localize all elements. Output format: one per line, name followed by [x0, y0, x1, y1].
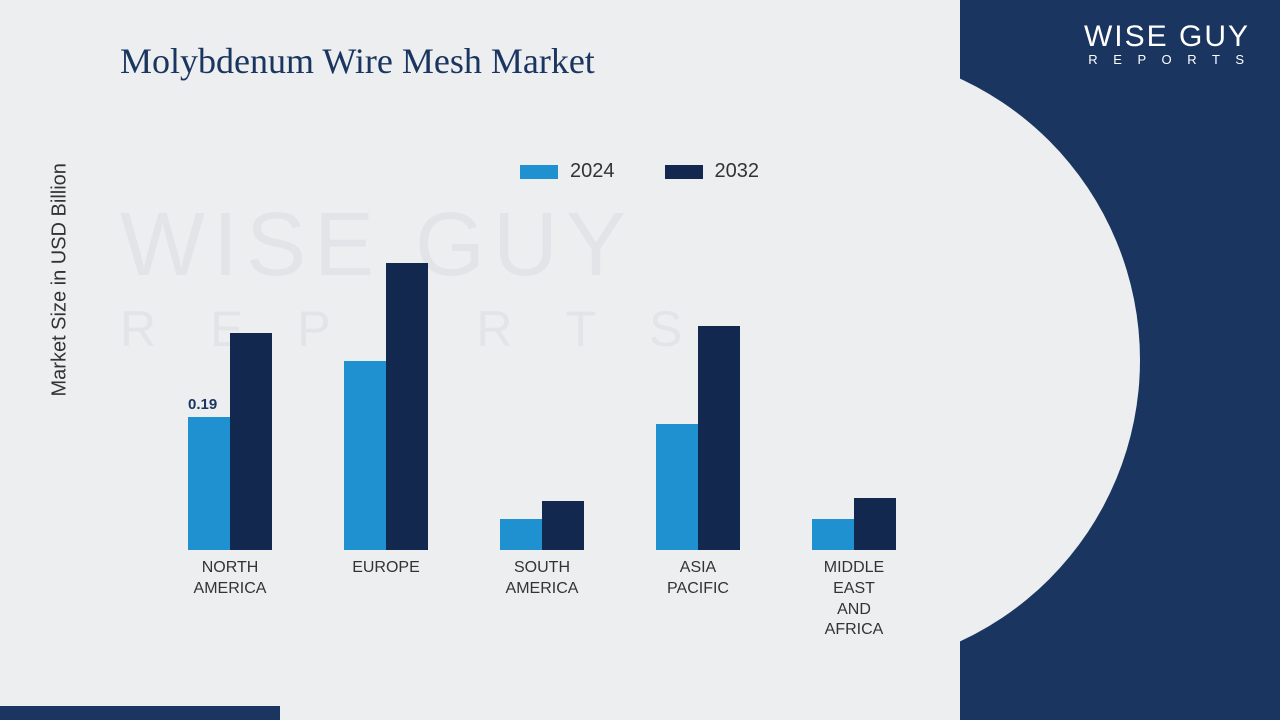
chart-title: Molybdenum Wire Mesh Market	[120, 40, 595, 82]
bar	[386, 263, 428, 550]
bar	[656, 424, 698, 550]
legend-item-2032: 2032	[665, 160, 760, 183]
bar	[698, 326, 740, 550]
x-axis-label: SOUTHAMERICA	[472, 558, 612, 600]
bar	[812, 519, 854, 551]
legend-swatch	[665, 165, 703, 179]
legend-label: 2024	[570, 160, 615, 183]
x-axis-label: ASIAPACIFIC	[628, 558, 768, 600]
x-axis-label: MIDDLEEASTANDAFRICA	[784, 558, 924, 641]
logo-sub: R E P O R T S	[1084, 52, 1250, 67]
legend: 2024 2032	[520, 160, 759, 183]
bar	[188, 417, 230, 550]
bar-value-label: 0.19	[188, 396, 217, 413]
legend-label: 2032	[715, 160, 760, 183]
bar	[230, 333, 272, 550]
bar	[542, 501, 584, 550]
bar	[854, 498, 896, 551]
x-axis-label: NORTHAMERICA	[160, 558, 300, 600]
legend-item-2024: 2024	[520, 160, 615, 183]
logo-main: WISE GUY	[1084, 20, 1250, 54]
bottom-accent-bar	[0, 706, 280, 720]
y-axis-label: Market Size in USD Billion	[49, 163, 72, 396]
x-axis-label: EUROPE	[316, 558, 456, 579]
legend-swatch	[520, 165, 558, 179]
bar	[344, 361, 386, 550]
plot-region: NORTHAMERICAEUROPESOUTHAMERICAASIAPACIFI…	[160, 200, 940, 550]
logo: WISE GUY R E P O R T S	[1084, 20, 1250, 67]
chart-area: Market Size in USD Billion 2024 2032 NOR…	[90, 160, 940, 640]
bar	[500, 519, 542, 551]
